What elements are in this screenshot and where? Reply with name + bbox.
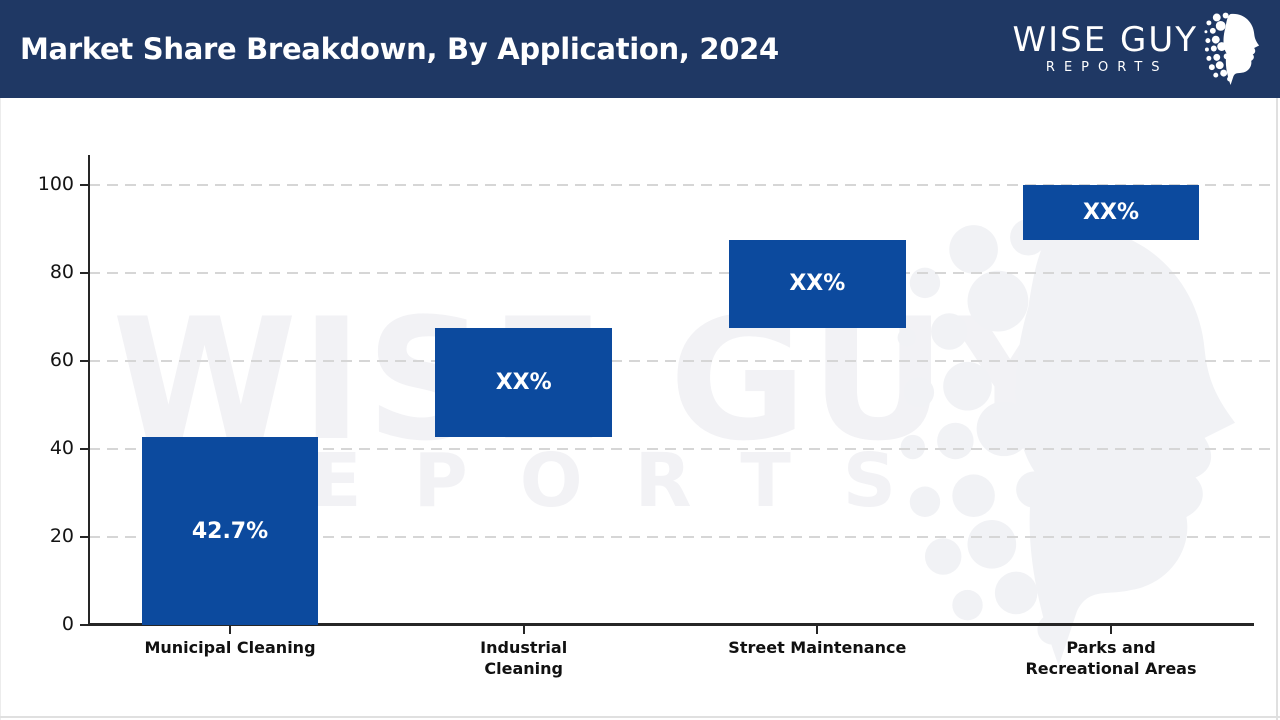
- x-category-label-line: Parks and: [1066, 638, 1156, 657]
- x-axis-line: [88, 623, 1254, 626]
- y-tick-label-60: 60: [49, 349, 74, 371]
- bar-street-maintenance: XX%: [729, 239, 906, 329]
- logo-subtext: REPORTS: [1045, 60, 1169, 76]
- y-tick-label-20: 20: [49, 525, 74, 547]
- x-category-label-municipal-cleaning: Municipal Cleaning: [110, 637, 350, 658]
- page-title: Market Share Breakdown, By Application, …: [20, 32, 779, 66]
- gridline-80: [89, 272, 1277, 274]
- y-tick-mark-40: [80, 448, 89, 450]
- gridline-60: [89, 360, 1277, 362]
- bar-value-label: XX%: [789, 271, 846, 297]
- y-tick-mark-60: [80, 360, 89, 362]
- x-tick-mark-street-maintenance: [816, 626, 819, 634]
- y-tick-mark-100: [80, 184, 89, 186]
- bar-industrial-cleaning: XX%: [435, 328, 612, 438]
- header: Market Share Breakdown, By Application, …: [0, 0, 1280, 98]
- x-tick-mark-municipal-cleaning: [229, 626, 231, 634]
- bar-value-label: XX%: [495, 370, 552, 396]
- bar-municipal-cleaning: 42.7%: [141, 437, 319, 625]
- y-tick-mark-80: [80, 272, 89, 274]
- gridline-40: [89, 448, 1277, 450]
- page-border-right: [1276, 98, 1278, 720]
- y-tick-label-80: 80: [49, 261, 74, 283]
- x-tick-mark-industrial-cleaning: [522, 626, 525, 634]
- x-category-label-parks-and-recreational-areas: Parks and Recreational Areas: [991, 637, 1231, 679]
- x-category-label-line: Street Maintenance: [728, 638, 907, 657]
- y-tick-label-40: 40: [49, 437, 74, 459]
- page-border-left: [0, 98, 1, 720]
- logo-text: WISE GUY REPORTS: [1012, 19, 1198, 76]
- y-tick-label-100: 100: [37, 173, 74, 195]
- y-tick-mark-20: [80, 536, 89, 538]
- x-category-label-line: Cleaning: [484, 659, 563, 678]
- logo-wordmark: WISE GUY: [1012, 19, 1198, 60]
- bar-value-label: 42.7%: [191, 518, 269, 544]
- x-category-label-industrial-cleaning: Industrial Cleaning: [404, 637, 644, 679]
- wise-guy-logo: WISE GUY REPORTS: [1012, 12, 1266, 86]
- y-axis-line: [88, 155, 90, 625]
- page-border-bottom: [0, 716, 1280, 718]
- x-tick-mark-parks-and-recreational-areas: [1110, 626, 1112, 634]
- wise-guy-head-icon: [1202, 12, 1266, 86]
- bar-value-label: XX%: [1083, 199, 1139, 225]
- x-category-label-street-maintenance: Street Maintenance: [697, 637, 937, 658]
- x-category-label-line: Recreational Areas: [1025, 659, 1197, 678]
- gridline-100: [89, 184, 1277, 186]
- bar-parks-and-recreational-areas: XX%: [1022, 185, 1200, 240]
- y-tick-label-0: 0: [61, 613, 74, 635]
- x-category-label-line: Industrial: [480, 638, 568, 657]
- watermark-head-icon: [882, 216, 1278, 672]
- y-tick-mark-0: [80, 624, 89, 626]
- chart-area: WISE GUY REPORTS 0 20 40 60 80 100 42.7% XX% XX…: [0, 98, 1280, 720]
- x-category-label-line: Municipal Cleaning: [144, 638, 316, 657]
- gridline-20: [89, 536, 1277, 538]
